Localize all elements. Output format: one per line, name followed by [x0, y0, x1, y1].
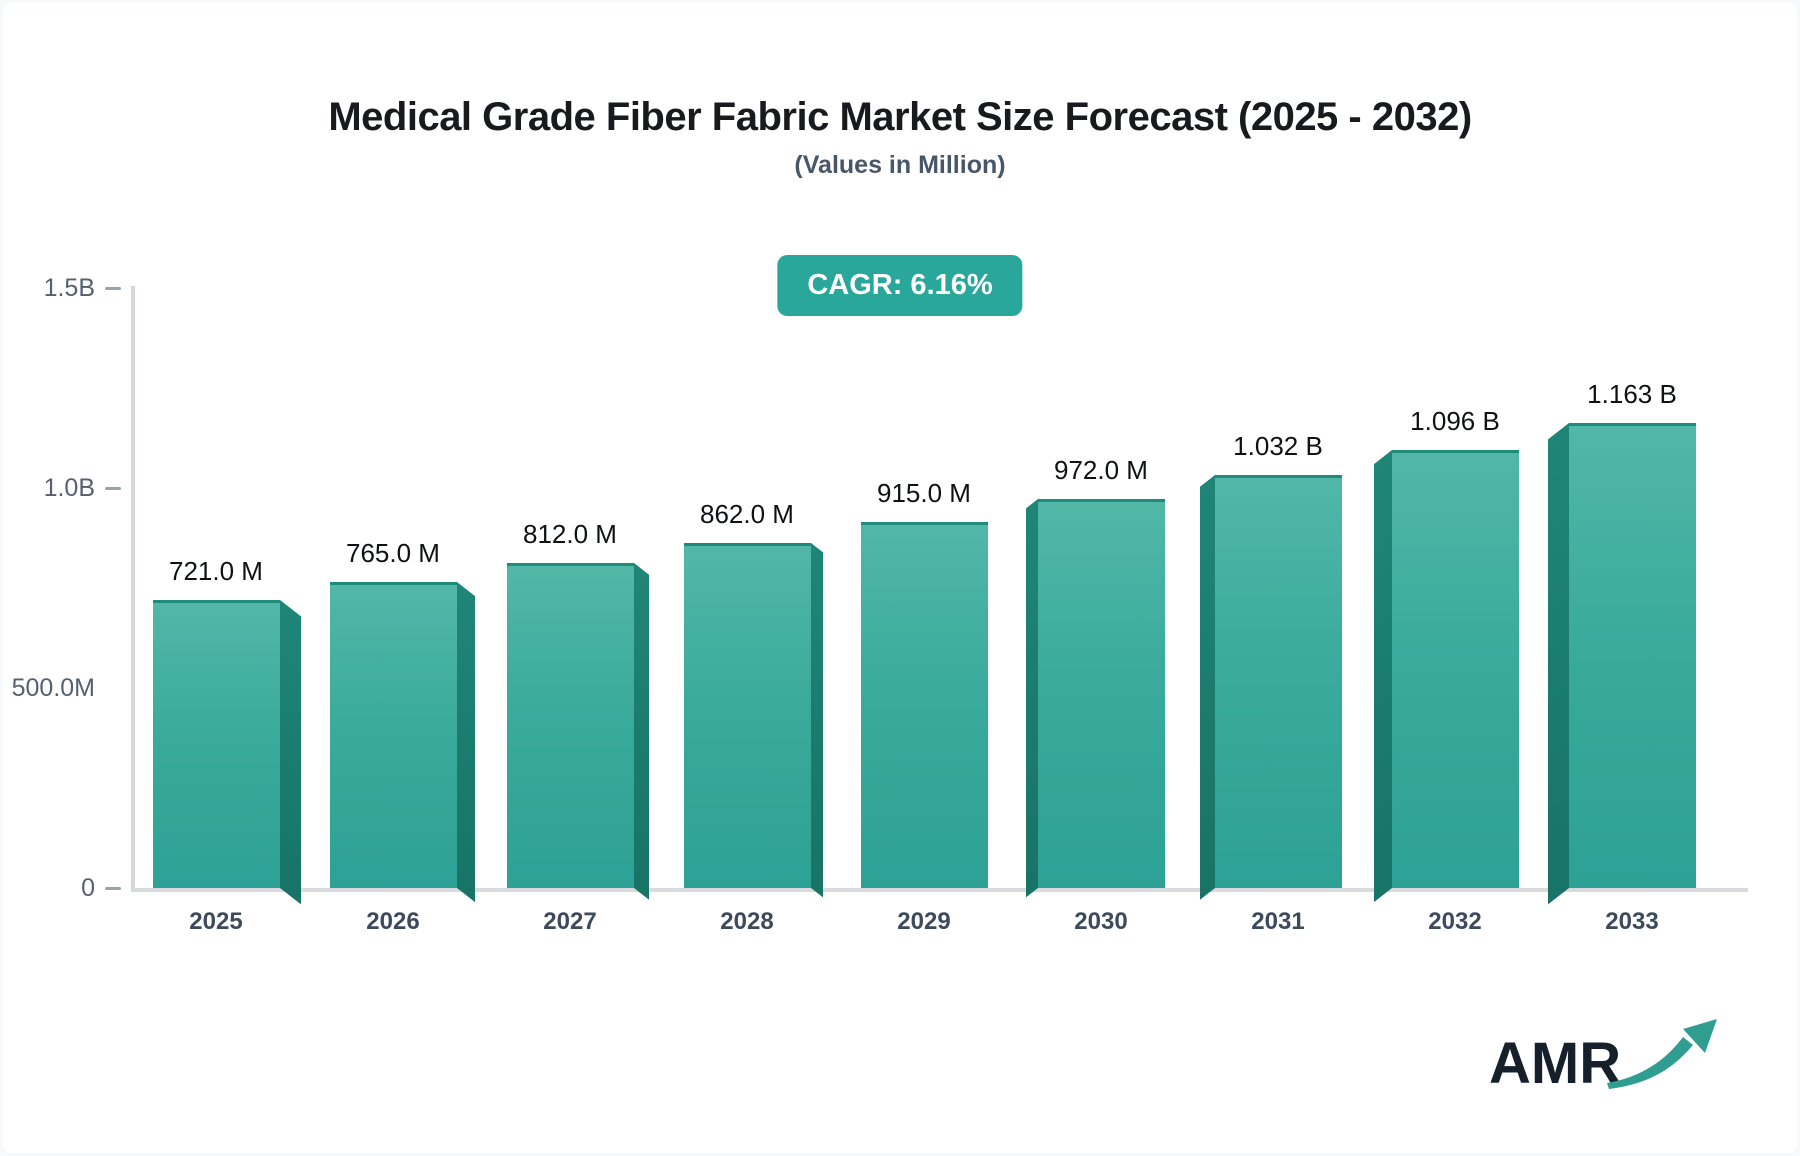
bar-chart-plot-area: 1.5B 1.0B 500.0M 0 721.0 M 2025 765.0 M 2026 812… — [3, 3, 1797, 1153]
bar-2025 — [152, 599, 280, 888]
bar-3d-side-2031 — [1199, 475, 1215, 900]
x-axis-label-2032: 2032 — [1428, 908, 1482, 935]
x-axis-baseline — [131, 888, 1748, 892]
y-axis-tick-label: 500.0M — [11, 674, 95, 702]
chart-card: Medical Grade Fiber Fabric Market Size F… — [3, 3, 1797, 1153]
bar-2027 — [506, 563, 634, 888]
bar-3d-side-2030 — [1025, 499, 1038, 898]
x-axis-label-2025: 2025 — [189, 908, 243, 935]
amr-logo-text: AMR — [1489, 1031, 1622, 1096]
chart-subtitle: (Values in Million) — [794, 151, 1006, 179]
y-axis-line — [131, 286, 135, 892]
x-axis-label-2026: 2026 — [366, 908, 420, 935]
bar-3d-side-2032 — [1373, 449, 1392, 903]
x-axis-label-2029: 2029 — [897, 908, 951, 935]
y-axis-tick-mark — [105, 287, 121, 290]
bar-3d-side-2033 — [1547, 422, 1569, 905]
bar-2028 — [683, 543, 811, 888]
bar-2026 — [329, 582, 457, 888]
bar-3d-side-2026 — [456, 582, 475, 903]
bar-3d-side-2027 — [633, 563, 649, 900]
bar-2033 — [1568, 422, 1696, 888]
y-axis-tick-mark — [105, 487, 121, 490]
y-axis-tick-mark — [105, 887, 121, 890]
x-axis-label-2027: 2027 — [543, 908, 597, 935]
bar-2031 — [1214, 475, 1342, 888]
x-axis-label-2033: 2033 — [1605, 908, 1659, 935]
bar-value-label-2026: 765.0 M — [346, 538, 440, 568]
bar-value-label-2030: 972.0 M — [1054, 455, 1148, 486]
bar-value-label-2027: 812.0 M — [523, 519, 617, 550]
bar-value-label-2031: 1.032 B — [1233, 431, 1323, 462]
y-axis-tick-label: 1.0B — [43, 474, 95, 502]
bar-2030 — [1037, 499, 1165, 888]
x-axis-label-2028: 2028 — [720, 908, 774, 935]
bar-value-label-2025: 721.0 M — [169, 555, 263, 586]
bar-value-label-2032: 1.096 B — [1410, 405, 1500, 436]
growth-arrow-icon — [1607, 1019, 1717, 1089]
y-axis-tick-label: 0 — [81, 874, 95, 902]
amr-logo: AMR — [1489, 1015, 1719, 1105]
x-axis-label-2030: 2030 — [1074, 908, 1128, 935]
cagr-badge: CAGR: 6.16% — [777, 255, 1023, 316]
bar-3d-side-2028 — [810, 543, 823, 898]
bar-3d-side-2025 — [279, 599, 301, 905]
x-axis-label-2031: 2031 — [1251, 908, 1305, 935]
bar-value-label-2028: 862.0 M — [700, 499, 794, 530]
y-axis-tick-label: 1.5B — [43, 274, 95, 302]
bar-2032 — [1391, 449, 1519, 888]
bar-value-label-2033: 1.163 B — [1587, 378, 1677, 409]
chart-title: Medical Grade Fiber Fabric Market Size F… — [328, 95, 1472, 139]
bar-value-label-2029: 915.0 M — [877, 478, 971, 508]
bar-2029 — [860, 522, 988, 888]
